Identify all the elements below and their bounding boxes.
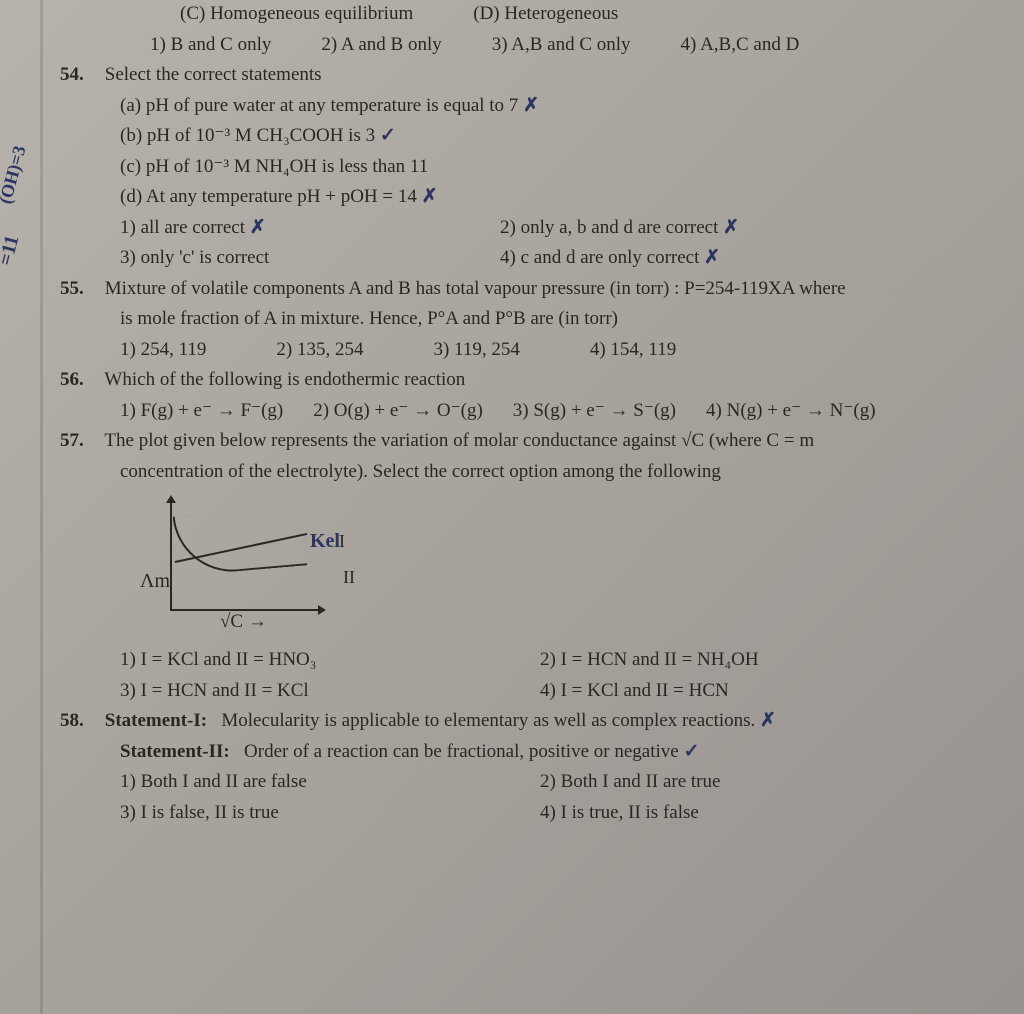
q-number: 54. (60, 61, 100, 90)
opt-d: (D) Heterogeneous (473, 0, 618, 29)
stmt-label: Statement-II: (120, 741, 230, 762)
q54-b: (b) pH of 10⁻³ M CH₃COOH is 3 ✓ (120, 122, 1004, 151)
opt: 1) Both I and II are false (120, 768, 540, 797)
q-stem: Select the correct statements (105, 64, 322, 85)
opt: 4) A,B,C and D (681, 31, 800, 60)
opt-c: (C) Homogeneous equilibrium (180, 0, 413, 29)
q55: 55. Mixture of volatile components A and… (60, 275, 1004, 304)
q56: 56. Which of the following is endothermi… (60, 366, 1004, 395)
q54: 54. Select the correct statements (60, 61, 1004, 90)
opt: 4) I = KCl and II = HCN (540, 677, 729, 706)
q54-c: (c) pH of 10⁻³ M NH₄OH is less than 11 (120, 153, 1004, 182)
margin-line (40, 0, 43, 1014)
handwritten-label: Kel (310, 526, 340, 556)
opt: 4) N(g) + e⁻ → N⁻(g) (706, 397, 876, 426)
opt-text: (b) pH of 10⁻³ M CH₃COOH is 3 (120, 125, 375, 146)
exam-page: (C) Homogeneous equilibrium (D) Heteroge… (0, 0, 1024, 1014)
opt: 3) only 'c' is correct (120, 244, 500, 273)
q-number: 55. (60, 275, 100, 304)
opt: 1) B and C only (150, 31, 271, 60)
opt-text: 1) all are correct (120, 217, 245, 238)
q54-a: (a) pH of pure water at any temperature … (120, 92, 1004, 121)
opt: 4) c and d are only correct ✗ (500, 244, 720, 273)
q57-stem2: concentration of the electrolyte). Selec… (120, 458, 1004, 487)
q55-opts: 1) 254, 119 2) 135, 254 3) 119, 254 4) 1… (120, 336, 1004, 365)
opt: 3) 119, 254 (433, 336, 519, 365)
q-number: 57. (60, 427, 100, 456)
opt: 2) I = HCN and II = NH₄OH (540, 646, 759, 675)
check-mark: ✓ (380, 125, 396, 146)
q58-opts-2: 3) I is false, II is true 4) I is true, … (120, 799, 1004, 828)
q58-s2: Statement-II: Order of a reaction can be… (120, 738, 1004, 767)
q57: 57. The plot given below represents the … (60, 427, 1004, 456)
opt-text: (a) pH of pure water at any temperature … (120, 95, 518, 116)
q54-opts-2: 3) only 'c' is correct 4) c and d are on… (120, 244, 1004, 273)
opt: 2) 135, 254 (276, 336, 363, 365)
q-stem: Which of the following is endothermic re… (104, 369, 465, 390)
opt: 2) only a, b and d are correct ✗ (500, 214, 739, 243)
stmt-text: Order of a reaction can be fractional, p… (244, 741, 679, 762)
x-label: √C → (220, 608, 267, 637)
opt: 1) 254, 119 (120, 336, 206, 365)
x-mark: ✗ (422, 186, 438, 207)
q55-stem2: is mole fraction of A in mixture. Hence,… (120, 305, 1004, 334)
q57-opts-2: 3) I = HCN and II = KCl 4) I = KCl and I… (120, 677, 1004, 706)
opt-text: (d) At any temperature pH + pOH = 14 (120, 186, 417, 207)
stmt-text: Molecularity is applicable to elementary… (221, 710, 755, 731)
opt: 1) I = KCl and II = HNO₃ (120, 646, 540, 675)
x-mark: ✗ (723, 217, 739, 238)
top-row-1: (C) Homogeneous equilibrium (D) Heteroge… (180, 0, 1004, 29)
x-mark: ✗ (250, 217, 266, 238)
q57-opts-1: 1) I = KCl and II = HNO₃ 2) I = HCN and … (120, 646, 1004, 675)
y-label: Λm (140, 566, 170, 596)
q58-opts-1: 1) Both I and II are false 2) Both I and… (120, 768, 1004, 797)
opt-text: 2) only a, b and d are correct (500, 217, 718, 238)
opt: 2) Both I and II are true (540, 768, 720, 797)
opt: 3) A,B and C only (492, 31, 631, 60)
opt: 4) 154, 119 (590, 336, 676, 365)
conductance-graph: Λm √C → I II Kel (140, 496, 340, 636)
margin-note-11: =11 (0, 232, 27, 269)
opt: 3) I = HCN and II = KCl (120, 677, 540, 706)
opt: 2) A and B only (321, 31, 441, 60)
q56-opts: 1) F(g) + e⁻ → F⁻(g) 2) O(g) + e⁻ → O⁻(g… (120, 397, 1004, 426)
q-number: 58. (60, 707, 100, 736)
q-number: 56. (60, 366, 100, 395)
curve-i (173, 505, 308, 576)
stmt-label: Statement-I: (105, 710, 207, 731)
opt-text: 4) c and d are only correct (500, 247, 699, 268)
opt: 4) I is true, II is false (540, 799, 699, 828)
curve-label-ii: II (343, 564, 355, 591)
x-mark: ✗ (760, 710, 776, 731)
x-mark: ✗ (704, 247, 720, 268)
top-row-2: 1) B and C only 2) A and B only 3) A,B a… (150, 31, 1004, 60)
check-mark: ✓ (683, 741, 699, 762)
x-mark: ✗ (523, 95, 539, 116)
margin-note-oh: (OH)=3 (0, 143, 33, 207)
y-axis (170, 501, 172, 611)
opt: 3) I is false, II is true (120, 799, 540, 828)
q58: 58. Statement-I: Molecularity is applica… (60, 707, 1004, 736)
opt: 1) F(g) + e⁻ → F⁻(g) (120, 397, 283, 426)
opt: 3) S(g) + e⁻ → S⁻(g) (513, 397, 676, 426)
q-stem: The plot given below represents the vari… (104, 430, 814, 451)
q-stem: Mixture of volatile components A and B h… (105, 278, 846, 299)
opt: 2) O(g) + e⁻ → O⁻(g) (313, 397, 483, 426)
opt: 1) all are correct ✗ (120, 214, 500, 243)
q54-d: (d) At any temperature pH + pOH = 14 ✗ (120, 183, 1004, 212)
q54-opts-1: 1) all are correct ✗ 2) only a, b and d … (120, 214, 1004, 243)
